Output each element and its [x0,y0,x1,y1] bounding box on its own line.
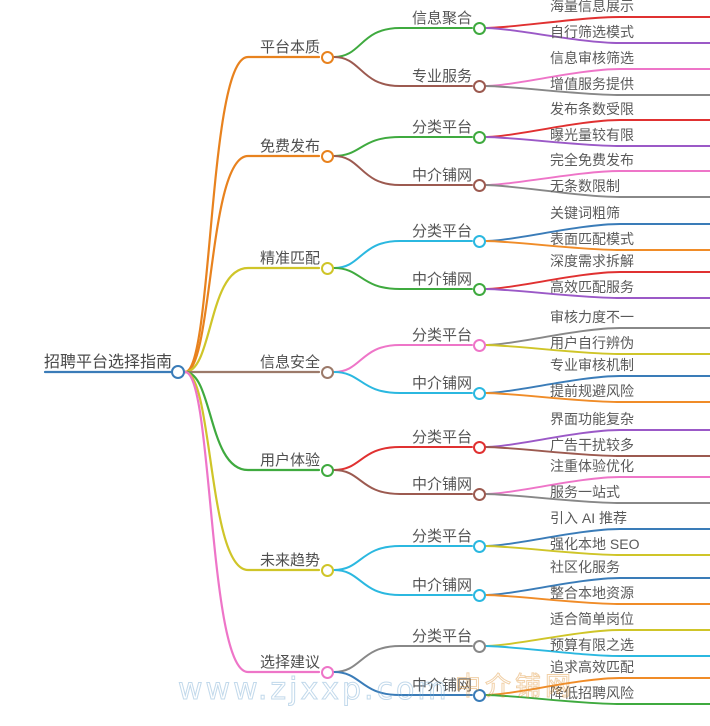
leaf-label-1-1-0[interactable]: 完全免费发布 [550,152,634,168]
subbranch-dot-6-1[interactable] [472,688,486,702]
leaf-label-6-1-1[interactable]: 降低招聘风险 [550,685,634,701]
leaf-label-0-1-1[interactable]: 增值服务提供 [550,76,634,92]
subbranch-dot-3-0[interactable] [472,338,486,352]
subbranch-label-2-0[interactable]: 分类平台 [412,223,473,240]
branch-dot-4[interactable] [320,463,334,477]
subbranch-dot-2-0[interactable] [472,234,486,248]
subbranch-label-6-0[interactable]: 分类平台 [412,628,473,645]
subbranch-dot-5-1[interactable] [472,588,486,602]
branch-label-1[interactable]: 免费发布 [260,138,321,155]
subbranch-dot-1-0[interactable] [472,130,486,144]
leaf-label-5-1-1[interactable]: 整合本地资源 [550,585,634,601]
root-node-dot[interactable] [171,365,185,379]
subbranch-dot-1-1[interactable] [472,178,486,192]
branch-label-5[interactable]: 未来趋势 [260,552,321,569]
leaf-label-0-0-0[interactable]: 海量信息展示 [550,0,634,14]
subbranch-label-4-1[interactable]: 中介铺网 [412,476,473,493]
subbranch-label-6-1[interactable]: 中介铺网 [412,677,473,694]
branch-label-2[interactable]: 精准匹配 [260,250,321,267]
subbranch-dot-5-0[interactable] [472,539,486,553]
subbranch-label-5-1[interactable]: 中介铺网 [412,577,473,594]
subbranch-dot-3-1[interactable] [472,386,486,400]
branch-dot-3[interactable] [320,365,334,379]
leaf-label-1-0-0[interactable]: 发布条数受限 [550,101,634,117]
leaf-label-6-0-1[interactable]: 预算有限之选 [550,637,634,653]
leaf-label-1-1-1[interactable]: 无条数限制 [550,178,620,194]
watermark-brand: 中介铺网 [454,672,576,703]
branch-label-0[interactable]: 平台本质 [260,39,321,56]
leaf-label-5-0-0[interactable]: 引入 AI 推荐 [550,510,628,526]
subbranch-label-0-0[interactable]: 信息聚合 [412,10,473,27]
leaf-label-3-1-1[interactable]: 提前规避风险 [550,383,634,399]
subbranch-dot-6-0[interactable] [472,639,486,653]
leaf-label-5-1-0[interactable]: 社区化服务 [550,559,620,575]
subbranch-dot-0-1[interactable] [472,79,486,93]
leaf-label-6-1-0[interactable]: 追求高效匹配 [550,659,634,675]
subbranch-dot-4-1[interactable] [472,487,486,501]
branch-dot-0[interactable] [320,50,334,64]
leaf-label-6-0-0[interactable]: 适合简单岗位 [550,611,634,627]
branch-dot-2[interactable] [320,261,334,275]
leaf-label-0-1-0[interactable]: 信息审核筛选 [550,50,634,66]
subbranch-label-1-0[interactable]: 分类平台 [412,119,473,136]
subbranch-dot-4-0[interactable] [472,440,486,454]
subbranch-label-4-0[interactable]: 分类平台 [412,429,473,446]
leaf-label-3-1-0[interactable]: 专业审核机制 [550,357,634,373]
leaf-label-2-1-1[interactable]: 高效匹配服务 [550,279,634,295]
subbranch-label-1-1[interactable]: 中介铺网 [412,167,473,184]
leaf-label-3-0-0[interactable]: 审核力度不一 [550,309,634,325]
leaf-label-4-1-0[interactable]: 注重体验优化 [550,458,634,474]
root-node-label: 招聘平台选择指南 [44,354,173,371]
leaf-label-3-0-1[interactable]: 用户自行辨伪 [550,335,634,351]
leaf-label-1-0-1[interactable]: 曝光量较有限 [550,127,634,143]
subbranch-label-2-1[interactable]: 中介铺网 [412,271,473,288]
subbranch-label-3-0[interactable]: 分类平台 [412,327,473,344]
branch-dot-6[interactable] [320,665,334,679]
leaf-label-4-1-1[interactable]: 服务一站式 [550,484,620,500]
branch-dot-1[interactable] [320,149,334,163]
leaf-label-0-0-1[interactable]: 自行筛选模式 [550,24,634,40]
leaf-label-4-0-0[interactable]: 界面功能复杂 [550,411,634,427]
subbranch-dot-2-1[interactable] [472,282,486,296]
leaf-label-2-1-0[interactable]: 深度需求拆解 [550,253,634,269]
branch-dot-5[interactable] [320,563,334,577]
subbranch-label-0-1[interactable]: 专业服务 [412,68,473,85]
watermark-url: www.zjxxp.com [178,672,450,708]
branch-label-6[interactable]: 选择建议 [260,654,321,671]
leaf-label-4-0-1[interactable]: 广告干扰较多 [550,437,634,453]
leaf-label-5-0-1[interactable]: 强化本地 SEO [550,536,640,552]
branch-label-4[interactable]: 用户体验 [260,452,321,469]
leaf-label-2-0-1[interactable]: 表面匹配模式 [550,231,634,247]
subbranch-label-3-1[interactable]: 中介铺网 [412,375,473,392]
subbranch-label-5-0[interactable]: 分类平台 [412,528,473,545]
subbranch-dot-0-0[interactable] [472,21,486,35]
leaf-label-2-0-0[interactable]: 关键词粗筛 [550,205,620,221]
branch-label-3[interactable]: 信息安全 [260,354,321,371]
